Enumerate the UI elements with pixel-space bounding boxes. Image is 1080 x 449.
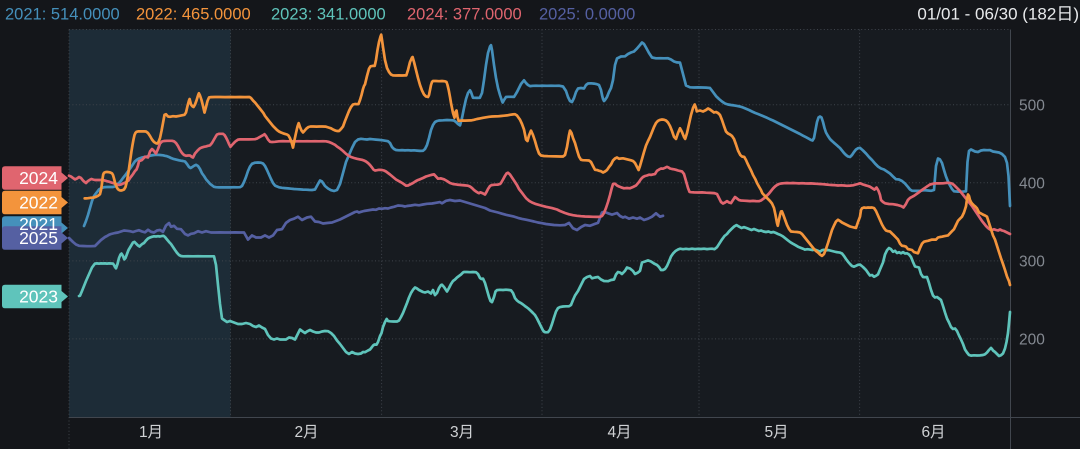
svg-text:400: 400 bbox=[1019, 175, 1045, 192]
svg-text:200: 200 bbox=[1019, 331, 1045, 348]
svg-text:2023: 341.0000: 2023: 341.0000 bbox=[271, 6, 386, 24]
svg-text:2021: 514.0000: 2021: 514.0000 bbox=[5, 6, 120, 24]
svg-text:2021: 2021 bbox=[19, 214, 58, 234]
svg-text:2022: 465.0000: 2022: 465.0000 bbox=[136, 6, 251, 24]
svg-text:300: 300 bbox=[1019, 253, 1045, 270]
svg-text:2025: 2025 bbox=[19, 228, 58, 248]
svg-text:3月: 3月 bbox=[450, 424, 474, 441]
svg-text:1月: 1月 bbox=[139, 424, 163, 441]
svg-text:01/01 - 06/30 (182日): 01/01 - 06/30 (182日) bbox=[917, 5, 1079, 24]
svg-text:2月: 2月 bbox=[294, 424, 318, 441]
svg-text:2025: 0.0000: 2025: 0.0000 bbox=[539, 6, 635, 24]
svg-text:6月: 6月 bbox=[921, 424, 945, 441]
svg-text:4月: 4月 bbox=[607, 424, 631, 441]
svg-text:2024: 377.0000: 2024: 377.0000 bbox=[407, 6, 522, 24]
svg-text:5月: 5月 bbox=[764, 424, 788, 441]
svg-text:2024: 2024 bbox=[19, 168, 58, 188]
svg-text:500: 500 bbox=[1019, 97, 1045, 114]
svg-text:2022: 2022 bbox=[19, 193, 58, 213]
svg-text:2023: 2023 bbox=[19, 287, 58, 307]
